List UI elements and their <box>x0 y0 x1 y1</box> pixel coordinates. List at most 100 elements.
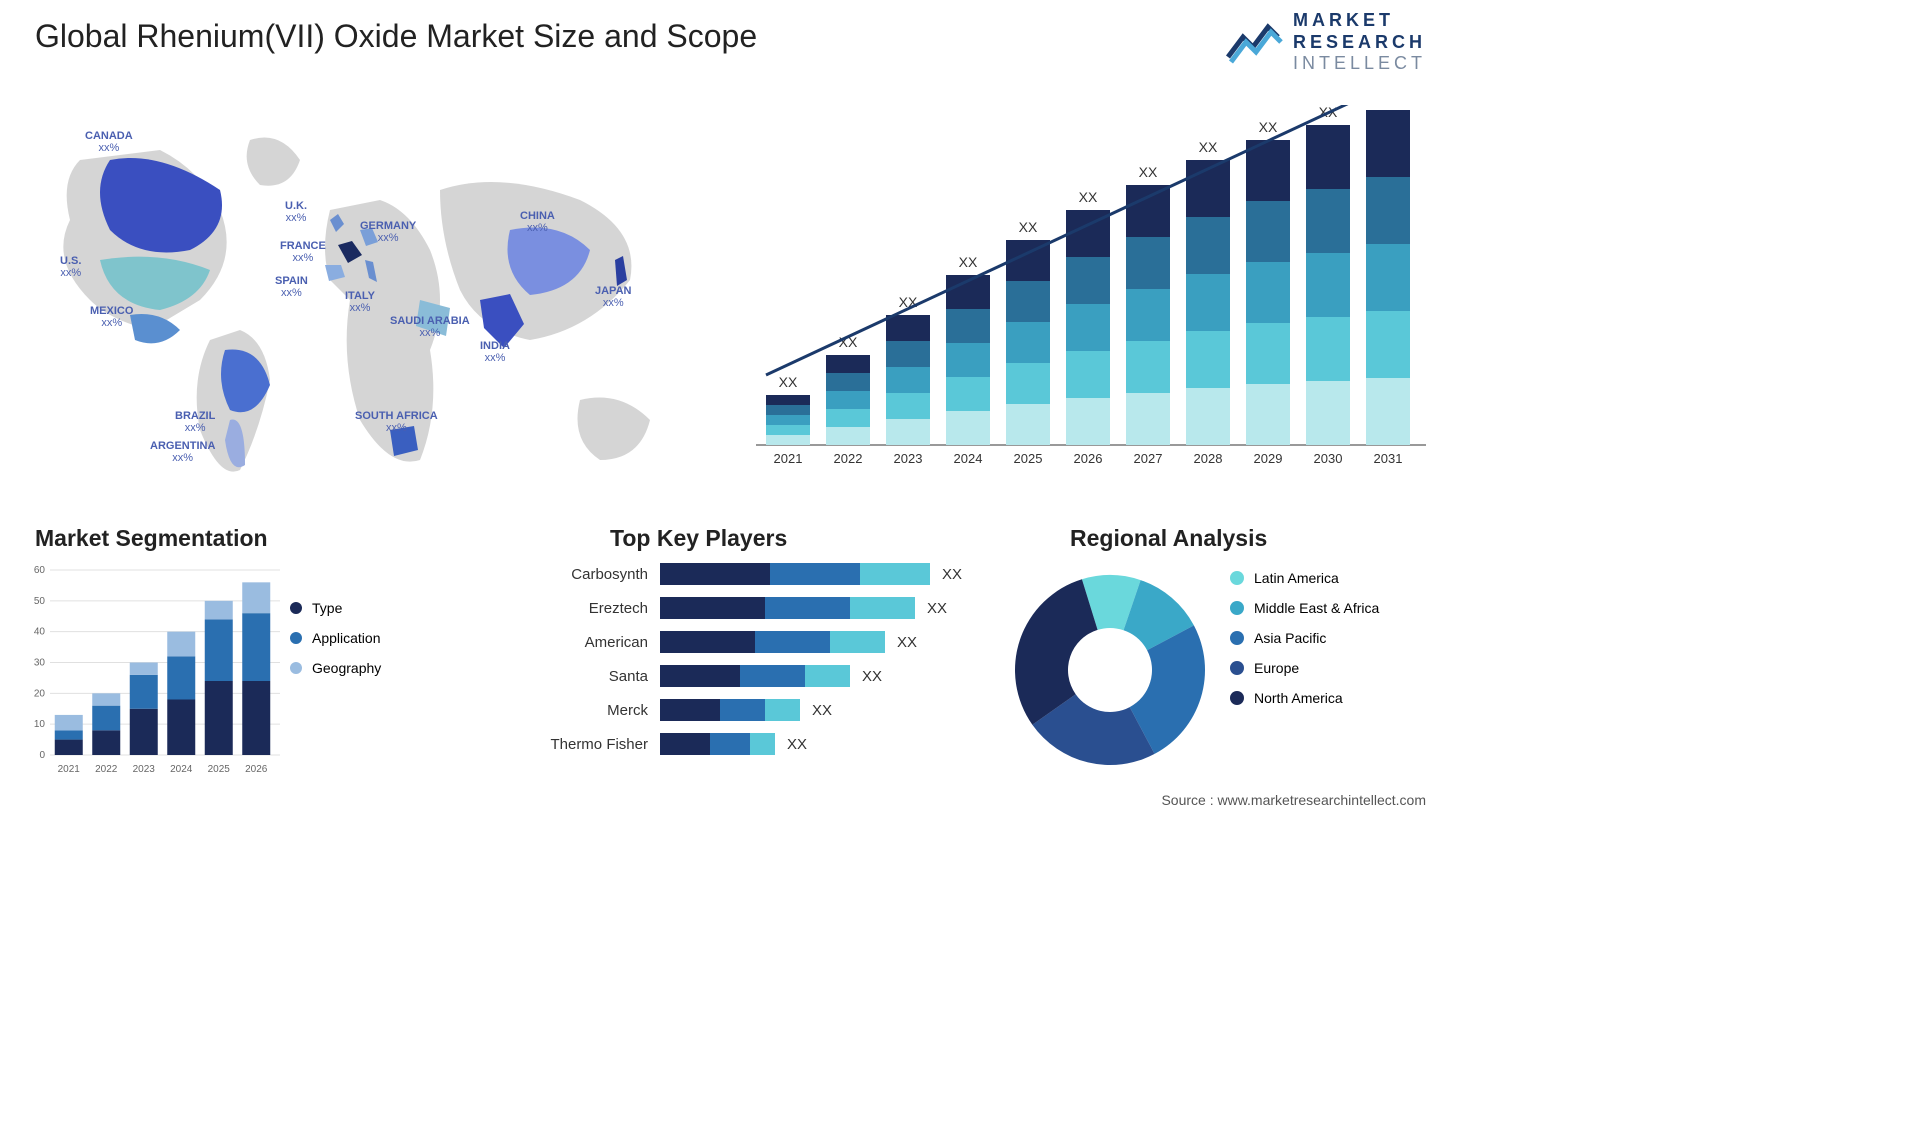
donut-legend-item: Middle East & Africa <box>1230 600 1379 616</box>
player-row: American XX <box>530 628 990 656</box>
player-row: Santa XX <box>530 662 990 690</box>
main-bar-seg <box>1186 217 1230 274</box>
player-bar <box>660 631 885 653</box>
seg-bar-seg <box>130 709 158 755</box>
seg-legend-item: Geography <box>290 660 381 676</box>
players-title: Top Key Players <box>610 525 787 552</box>
logo-line1: MARKET <box>1293 10 1426 32</box>
map-label-italy: ITALYxx% <box>345 290 375 314</box>
main-bar-seg <box>1126 237 1170 289</box>
player-value: XX <box>897 634 917 651</box>
seg-bar-seg <box>92 706 120 731</box>
main-bar-year: 2023 <box>894 451 923 466</box>
map-label-mexico: MEXICOxx% <box>90 305 133 329</box>
player-bar <box>660 563 930 585</box>
donut-legend-item: Asia Pacific <box>1230 630 1379 646</box>
seg-bar-seg <box>242 613 270 681</box>
main-bar-seg <box>1066 351 1110 398</box>
main-bar-seg <box>886 367 930 393</box>
seg-bar-seg <box>167 656 195 699</box>
main-bar-seg <box>1126 393 1170 445</box>
map-label-southafrica: SOUTH AFRICAxx% <box>355 410 438 434</box>
main-bar-value: XX <box>779 374 798 390</box>
map-label-uk: U.K.xx% <box>285 200 307 224</box>
seg-bar-seg <box>92 693 120 705</box>
main-bar-seg <box>1306 189 1350 253</box>
main-bar-seg <box>1366 177 1410 244</box>
svg-text:10: 10 <box>34 719 46 730</box>
logo-icon <box>1223 17 1283 67</box>
main-bar-value: XX <box>1079 189 1098 205</box>
player-row: CarbosynthXX <box>530 560 990 588</box>
main-bar-value: XX <box>1259 119 1278 135</box>
main-bar-seg <box>1066 304 1110 351</box>
main-bar-seg <box>1006 363 1050 404</box>
main-bar-seg <box>1006 322 1050 363</box>
main-bar-seg <box>946 309 990 343</box>
main-bar-seg <box>946 411 990 445</box>
player-row: EreztechXX <box>530 594 990 622</box>
main-bar-seg <box>1066 398 1110 445</box>
player-name: Santa <box>530 668 660 685</box>
player-bar <box>660 597 915 619</box>
player-value: XX <box>862 668 882 685</box>
player-value: XX <box>942 566 962 583</box>
main-bar-seg <box>1246 384 1290 445</box>
main-bar-seg <box>1246 323 1290 384</box>
main-bar-value: XX <box>1139 164 1158 180</box>
main-bar-seg <box>766 405 810 415</box>
seg-bar-seg <box>205 681 233 755</box>
main-bar-seg <box>1366 110 1410 177</box>
main-bar-seg <box>1246 201 1290 262</box>
main-bar-seg <box>886 341 930 367</box>
seg-legend-item: Type <box>290 600 381 616</box>
player-name: Merck <box>530 702 660 719</box>
main-bar-seg <box>1366 244 1410 311</box>
svg-text:2023: 2023 <box>133 764 156 775</box>
map-label-china: CHINAxx% <box>520 210 555 234</box>
main-bar-value: XX <box>959 254 978 270</box>
svg-text:2024: 2024 <box>170 764 193 775</box>
main-bar-seg <box>766 415 810 425</box>
main-bar-seg <box>826 373 870 391</box>
map-label-us: U.S.xx% <box>60 255 81 279</box>
main-bar-year: 2027 <box>1134 451 1163 466</box>
logo-line3: INTELLECT <box>1293 53 1426 75</box>
player-value: XX <box>787 736 807 753</box>
donut-slice <box>1015 579 1098 725</box>
main-bar-seg <box>1006 281 1050 322</box>
seg-bar-seg <box>205 619 233 681</box>
seg-bar-seg <box>55 730 83 739</box>
main-bar-seg <box>1186 388 1230 445</box>
donut-svg <box>1000 560 1220 780</box>
seg-bar-seg <box>130 663 158 675</box>
player-row: MerckXX <box>530 696 990 724</box>
main-bar-seg <box>1186 274 1230 331</box>
page-title: Global Rhenium(VII) Oxide Market Size an… <box>35 18 757 55</box>
main-bar-seg <box>1066 257 1110 304</box>
player-row: Thermo FisherXX <box>530 730 990 758</box>
svg-text:2022: 2022 <box>95 764 118 775</box>
main-bar-seg <box>766 425 810 435</box>
main-bar-seg <box>1366 378 1410 445</box>
regional-title: Regional Analysis <box>1070 525 1267 552</box>
player-name: American <box>530 634 660 651</box>
seg-legend-item: Application <box>290 630 381 646</box>
seg-bar-seg <box>205 601 233 620</box>
player-bar <box>660 665 850 687</box>
seg-bar-seg <box>92 730 120 755</box>
svg-text:2026: 2026 <box>245 764 268 775</box>
map-label-saudiarabia: SAUDI ARABIAxx% <box>390 315 470 339</box>
map-label-india: INDIAxx% <box>480 340 510 364</box>
main-bar-seg <box>886 393 930 419</box>
main-bar-value: XX <box>1019 219 1038 235</box>
main-bar-seg <box>826 355 870 373</box>
main-bar-year: 2031 <box>1374 451 1403 466</box>
svg-text:40: 40 <box>34 627 46 638</box>
main-bar-seg <box>1126 289 1170 341</box>
svg-text:20: 20 <box>34 688 46 699</box>
main-bar-seg <box>1246 262 1290 323</box>
donut-legend-item: North America <box>1230 690 1379 706</box>
donut-legend: Latin AmericaMiddle East & AfricaAsia Pa… <box>1230 570 1379 720</box>
player-value: XX <box>927 600 947 617</box>
